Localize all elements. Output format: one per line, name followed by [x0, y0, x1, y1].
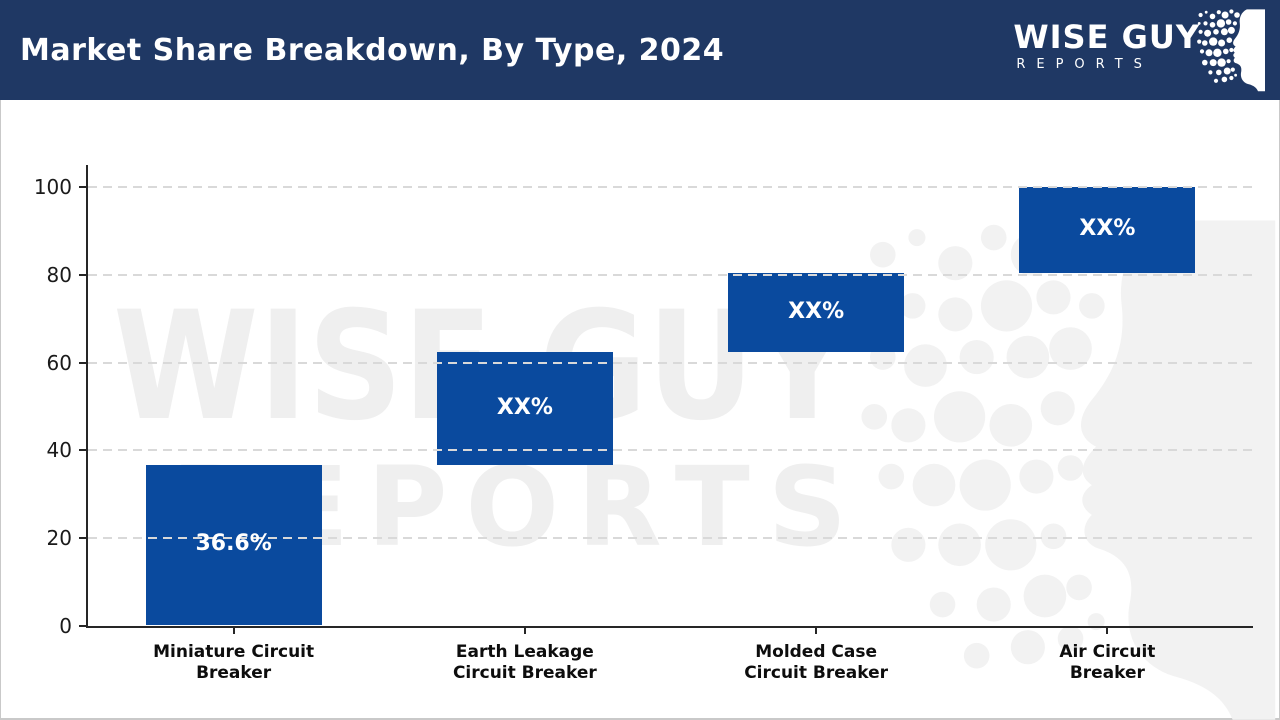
logo-text: WISE GUY REPORTS: [1013, 18, 1200, 73]
chart-canvas: WISE GUY REPORTS: [0, 100, 1280, 720]
watermark-wordmark: WISE GUY: [113, 280, 851, 454]
watermark-subtitle: REPORTS: [171, 443, 865, 571]
watermark-head-icon: [846, 212, 1278, 720]
header-banner: Market Share Breakdown, By Type, 2024 WI…: [0, 0, 1280, 100]
page-title: Market Share Breakdown, By Type, 2024: [20, 33, 725, 68]
wiseguy-head-icon: [1194, 8, 1266, 92]
wiseguy-logo: WISE GUY REPORTS: [1010, 8, 1266, 92]
logo-wordmark: WISE GUY: [1013, 18, 1200, 56]
logo-subtitle: REPORTS: [1016, 57, 1153, 73]
